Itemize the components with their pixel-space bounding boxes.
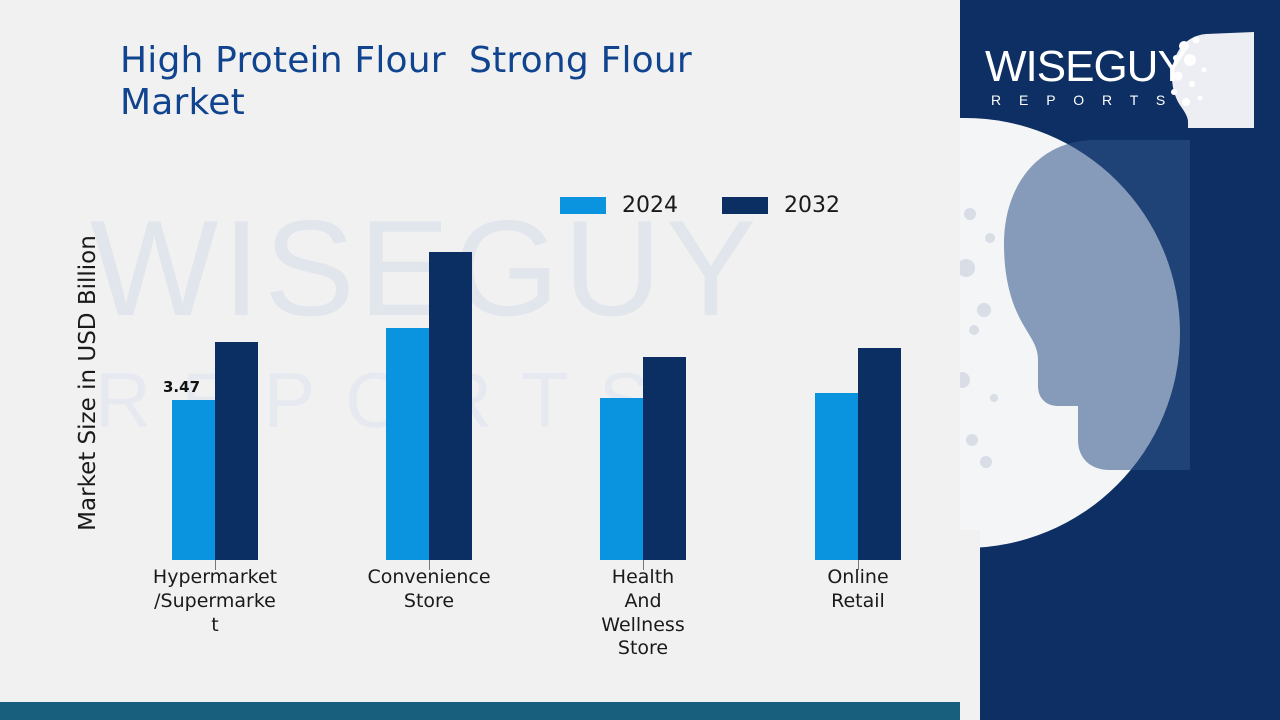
decorative-dot-24 <box>966 434 978 446</box>
axis-tick-2 <box>643 560 644 570</box>
bottom-accent-strip <box>0 702 960 720</box>
bar-2032-0[interactable] <box>215 341 258 560</box>
legend-swatch-2032 <box>722 197 768 214</box>
decorative-dot-27 <box>990 394 998 402</box>
bar-2024-0[interactable] <box>172 400 215 560</box>
category-label-0: Hypermarket /Supermarke t <box>152 566 278 636</box>
legend-item-2024[interactable]: 2024 <box>560 193 678 218</box>
decorative-dot-20 <box>964 208 976 220</box>
decorative-dot-21 <box>960 259 975 277</box>
bar-2032-1[interactable] <box>429 251 472 560</box>
decorative-dot-23 <box>960 372 970 388</box>
decorative-dot-25 <box>985 233 995 243</box>
logo-head-icon <box>1171 32 1254 128</box>
category-label-2: Health And Wellness Store <box>601 566 685 660</box>
legend-label-2024: 2024 <box>622 193 678 218</box>
bar-2024-1[interactable] <box>386 328 429 560</box>
bar-2032-3[interactable] <box>858 347 901 560</box>
axis-tick-0 <box>215 560 216 570</box>
legend-item-2032[interactable]: 2032 <box>722 193 840 218</box>
axis-tick-3 <box>858 560 859 570</box>
data-label-2024-0: 3.47 <box>163 378 201 396</box>
legend-label-2032: 2032 <box>784 193 840 218</box>
axis-tick-1 <box>429 560 430 570</box>
chart-legend: 2024 2032 <box>560 193 840 218</box>
bar-chart: Market Size in USD Billion 2024 2032 Hyp… <box>75 193 901 660</box>
bar-2024-2[interactable] <box>600 398 643 560</box>
page-title: High Protein Flour Strong Flour Market <box>120 40 692 124</box>
category-label-3: Online Retail <box>827 566 889 612</box>
panel-bottom-fill <box>960 530 980 720</box>
decorative-dot-22 <box>969 325 979 335</box>
plot-area: Hypermarket /Supermarke t Convenience Sto… <box>152 251 901 660</box>
head-profile-icon <box>1004 140 1190 470</box>
dot-network-decoration <box>960 208 998 468</box>
logo-wordmark: WISEGUY <box>985 42 1187 91</box>
decorative-dot-28 <box>980 456 992 468</box>
decorative-dot-26 <box>977 303 991 317</box>
bar-2024-3[interactable] <box>815 393 858 560</box>
brand-logo: WISEGUY R E P O R T S <box>985 30 1254 128</box>
bar-2032-2[interactable] <box>643 357 686 560</box>
legend-swatch-2024 <box>560 197 606 214</box>
logo-subtitle: R E P O R T S <box>991 92 1173 108</box>
category-label-1: Convenience Store <box>367 566 491 612</box>
